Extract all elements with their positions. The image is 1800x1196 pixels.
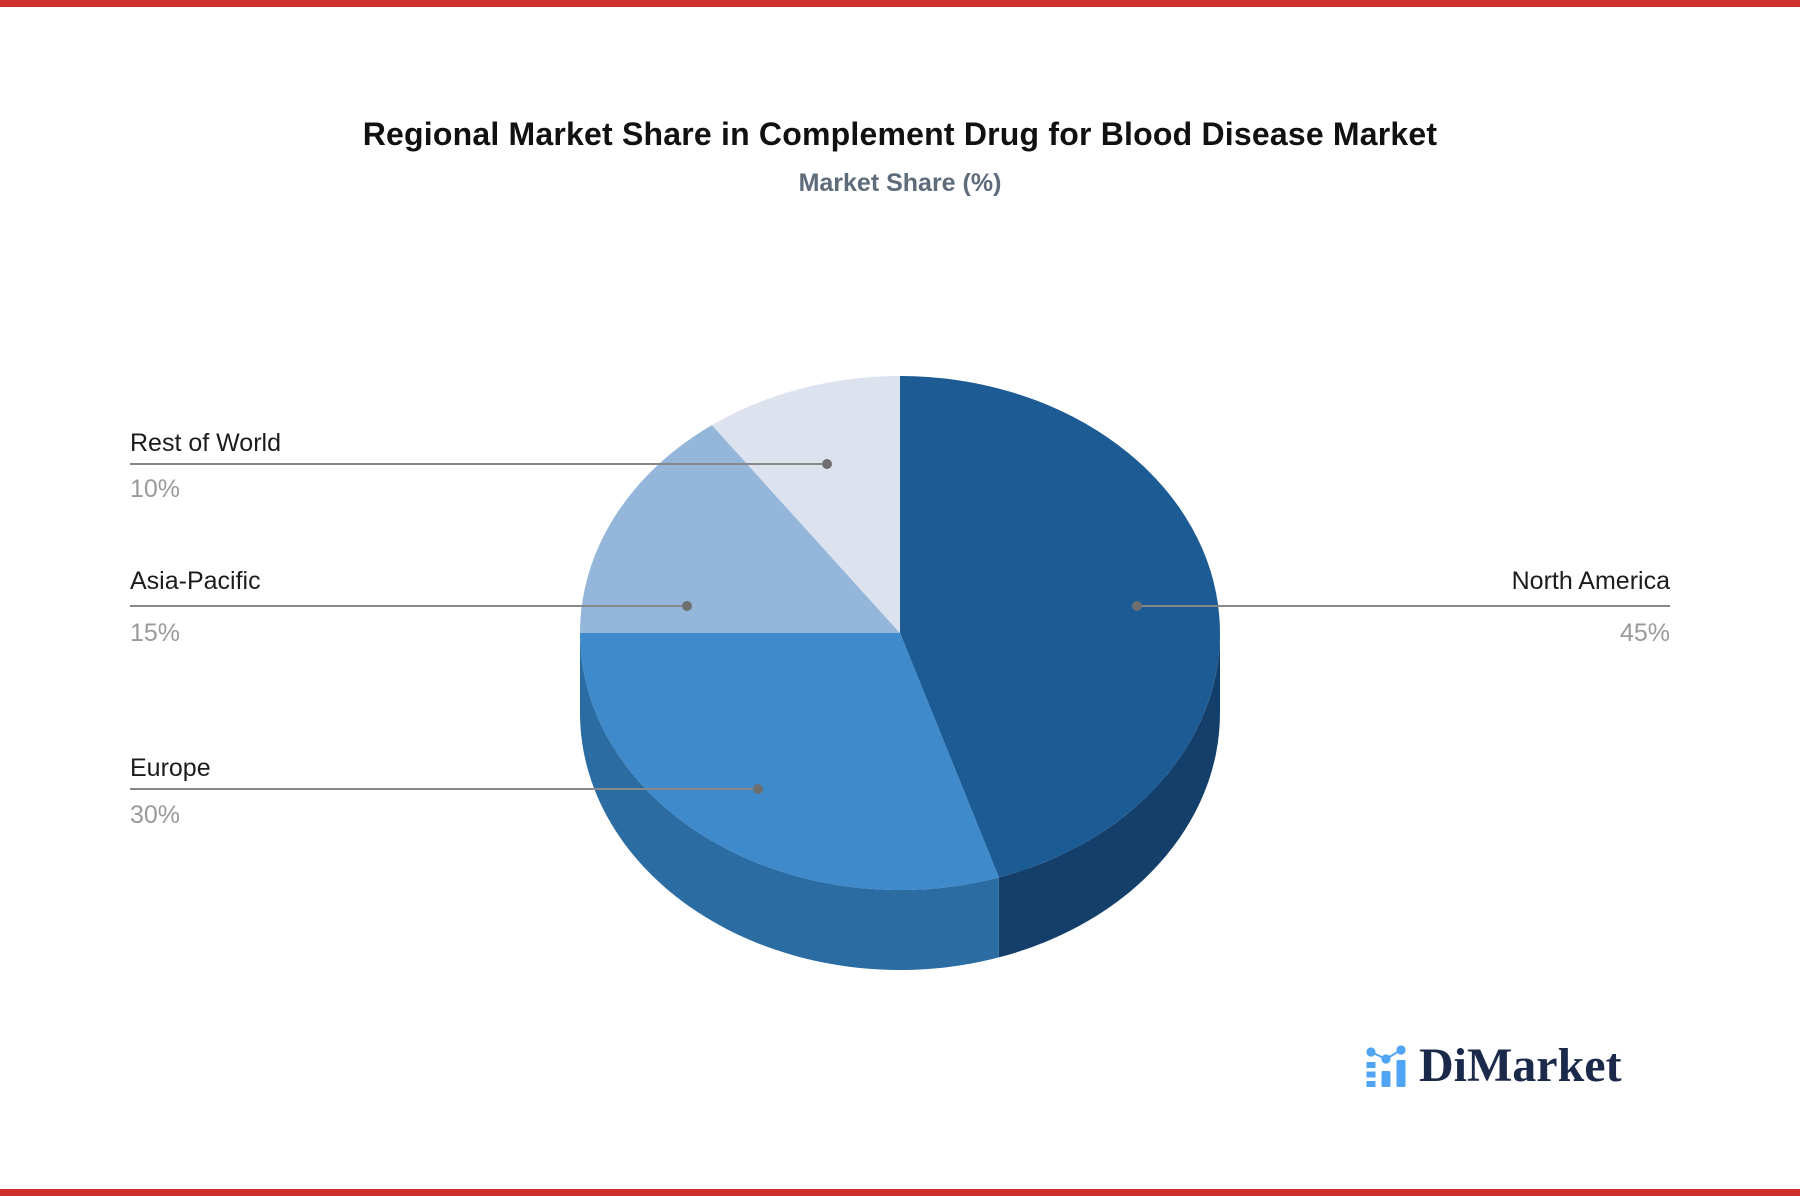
slice-pct-europe: 30% — [130, 801, 181, 829]
slice-label-north-america: North America — [1511, 567, 1670, 595]
leader-dot-europe — [753, 784, 763, 794]
leader-line-north-america — [1137, 605, 1670, 607]
leader-line-europe — [130, 788, 759, 790]
bottom-border-strip — [0, 1189, 1800, 1196]
slice-pct-north-america: 45% — [1619, 619, 1670, 647]
pie-slice-rest-of-world[interactable] — [711, 376, 900, 633]
slice-label-asia-pacific: Asia-Pacific — [130, 567, 261, 595]
dimarket-logo: DiMarket — [1363, 1040, 1622, 1092]
pie-side-europe — [580, 633, 999, 970]
chart-title: Regional Market Share in Complement Drug… — [362, 116, 1438, 152]
pie-slice-north-america[interactable] — [900, 376, 1220, 878]
leader-dot-north-america — [1132, 601, 1142, 611]
pie-slice-europe[interactable] — [580, 633, 999, 890]
slice-pct-rest-of-world: 10% — [130, 475, 181, 503]
leader-dot-rest-of-world — [822, 459, 832, 469]
slice-label-rest-of-world: Rest of World — [130, 429, 281, 457]
leader-dot-asia-pacific — [682, 601, 692, 611]
slice-label-europe: Europe — [130, 754, 211, 782]
leader-line-rest-of-world — [130, 463, 828, 465]
leader-line-asia-pacific — [130, 605, 688, 607]
logo-wordmark: DiMarket — [1419, 1039, 1622, 1092]
pie-slice-asia-pacific[interactable] — [580, 425, 900, 633]
chart-subtitle: Market Share (%) — [798, 169, 1002, 197]
bar-line-chart-icon — [1366, 1045, 1406, 1087]
pie-side-north-america — [998, 633, 1220, 958]
slice-pct-asia-pacific: 15% — [130, 619, 181, 647]
top-border-strip — [0, 0, 1800, 7]
